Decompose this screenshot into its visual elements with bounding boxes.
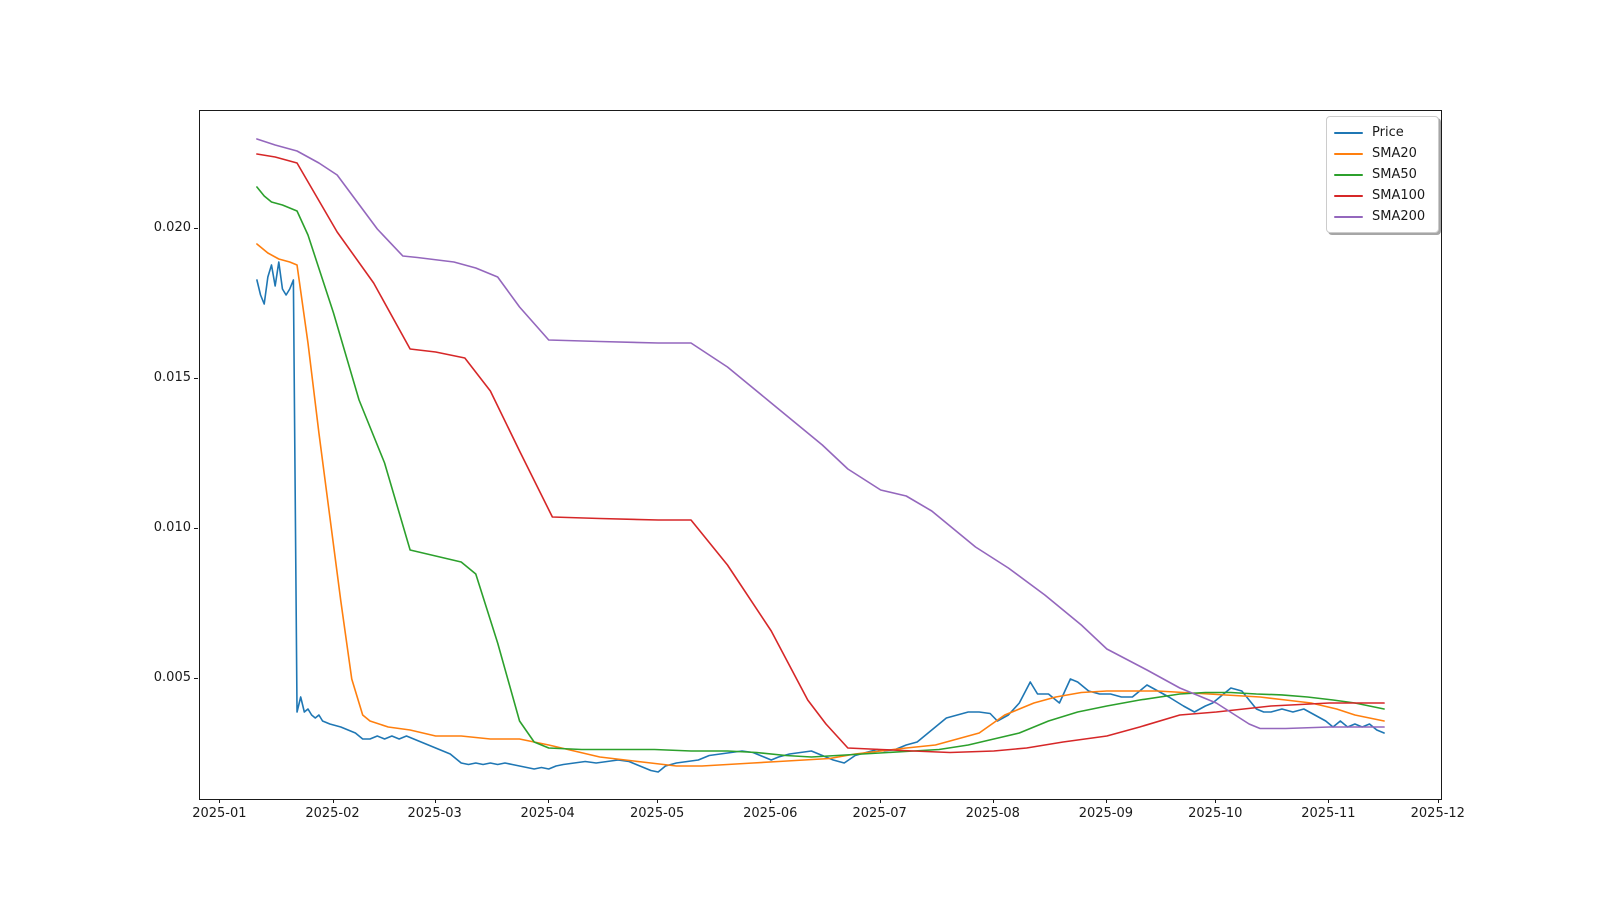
x-tick-mark — [547, 799, 549, 803]
x-tick-mark — [1105, 799, 1107, 803]
legend-item-price: Price — [1334, 122, 1430, 143]
x-tick-mark — [1215, 799, 1217, 803]
y-tick-label: 0.015 — [153, 370, 191, 385]
legend-item-sma200: SMA200 — [1334, 206, 1430, 227]
series-line-price — [256, 261, 1385, 773]
x-tick-mark — [434, 799, 436, 803]
x-tick-label: 2025-06 — [743, 806, 798, 821]
x-tick-mark — [1328, 799, 1330, 803]
legend-label: SMA100 — [1372, 188, 1426, 203]
plot-area — [199, 110, 1442, 800]
legend-item-sma50: SMA50 — [1334, 164, 1430, 185]
x-tick-mark — [770, 799, 772, 803]
x-tick-label: 2025-10 — [1188, 806, 1243, 821]
x-tick-label: 2025-02 — [305, 806, 360, 821]
legend-item-sma100: SMA100 — [1334, 185, 1430, 206]
x-tick-label: 2025-08 — [965, 806, 1020, 821]
y-tick-label: 0.020 — [153, 220, 191, 235]
y-tick-mark — [194, 528, 198, 529]
legend-swatch-line — [1334, 173, 1363, 176]
x-tick-mark — [332, 799, 334, 803]
y-tick-mark — [194, 378, 198, 379]
x-tick-mark — [657, 799, 659, 803]
x-tick-mark — [1437, 799, 1439, 803]
legend-label: SMA20 — [1372, 146, 1417, 161]
y-tick-label: 0.010 — [153, 520, 191, 535]
legend: Price SMA20 SMA50 SMA100 SMA200 — [1326, 116, 1439, 233]
series-line-sma100 — [256, 153, 1385, 754]
legend-swatch-line — [1334, 131, 1363, 134]
chart-lines — [256, 138, 1385, 773]
x-tick-label: 2025-09 — [1078, 806, 1134, 821]
x-tick-label: 2025-01 — [192, 806, 247, 821]
legend-label: Price — [1372, 125, 1404, 140]
x-tick-mark — [992, 799, 994, 803]
x-tick-label: 2025-05 — [630, 806, 685, 821]
y-tick-label: 0.005 — [153, 670, 191, 685]
legend-label: SMA200 — [1372, 209, 1426, 224]
y-tick-mark — [194, 678, 198, 679]
y-tick-mark — [194, 228, 198, 229]
series-line-sma20 — [256, 243, 1385, 767]
legend-item-sma20: SMA20 — [1334, 143, 1430, 164]
legend-swatch-line — [1334, 194, 1363, 197]
legend-label: SMA50 — [1372, 167, 1417, 182]
x-tick-label: 2025-11 — [1301, 806, 1356, 821]
x-tick-label: 2025-04 — [520, 806, 575, 821]
series-line-sma200 — [256, 138, 1385, 730]
x-tick-mark — [879, 799, 881, 803]
x-tick-label: 2025-03 — [407, 806, 462, 821]
legend-swatch-line — [1334, 215, 1363, 218]
legend-swatch-line — [1334, 152, 1363, 155]
x-tick-label: 2025-07 — [852, 806, 907, 821]
x-tick-label: 2025-12 — [1410, 806, 1465, 821]
x-tick-mark — [219, 799, 221, 803]
series-line-sma50 — [256, 186, 1385, 758]
